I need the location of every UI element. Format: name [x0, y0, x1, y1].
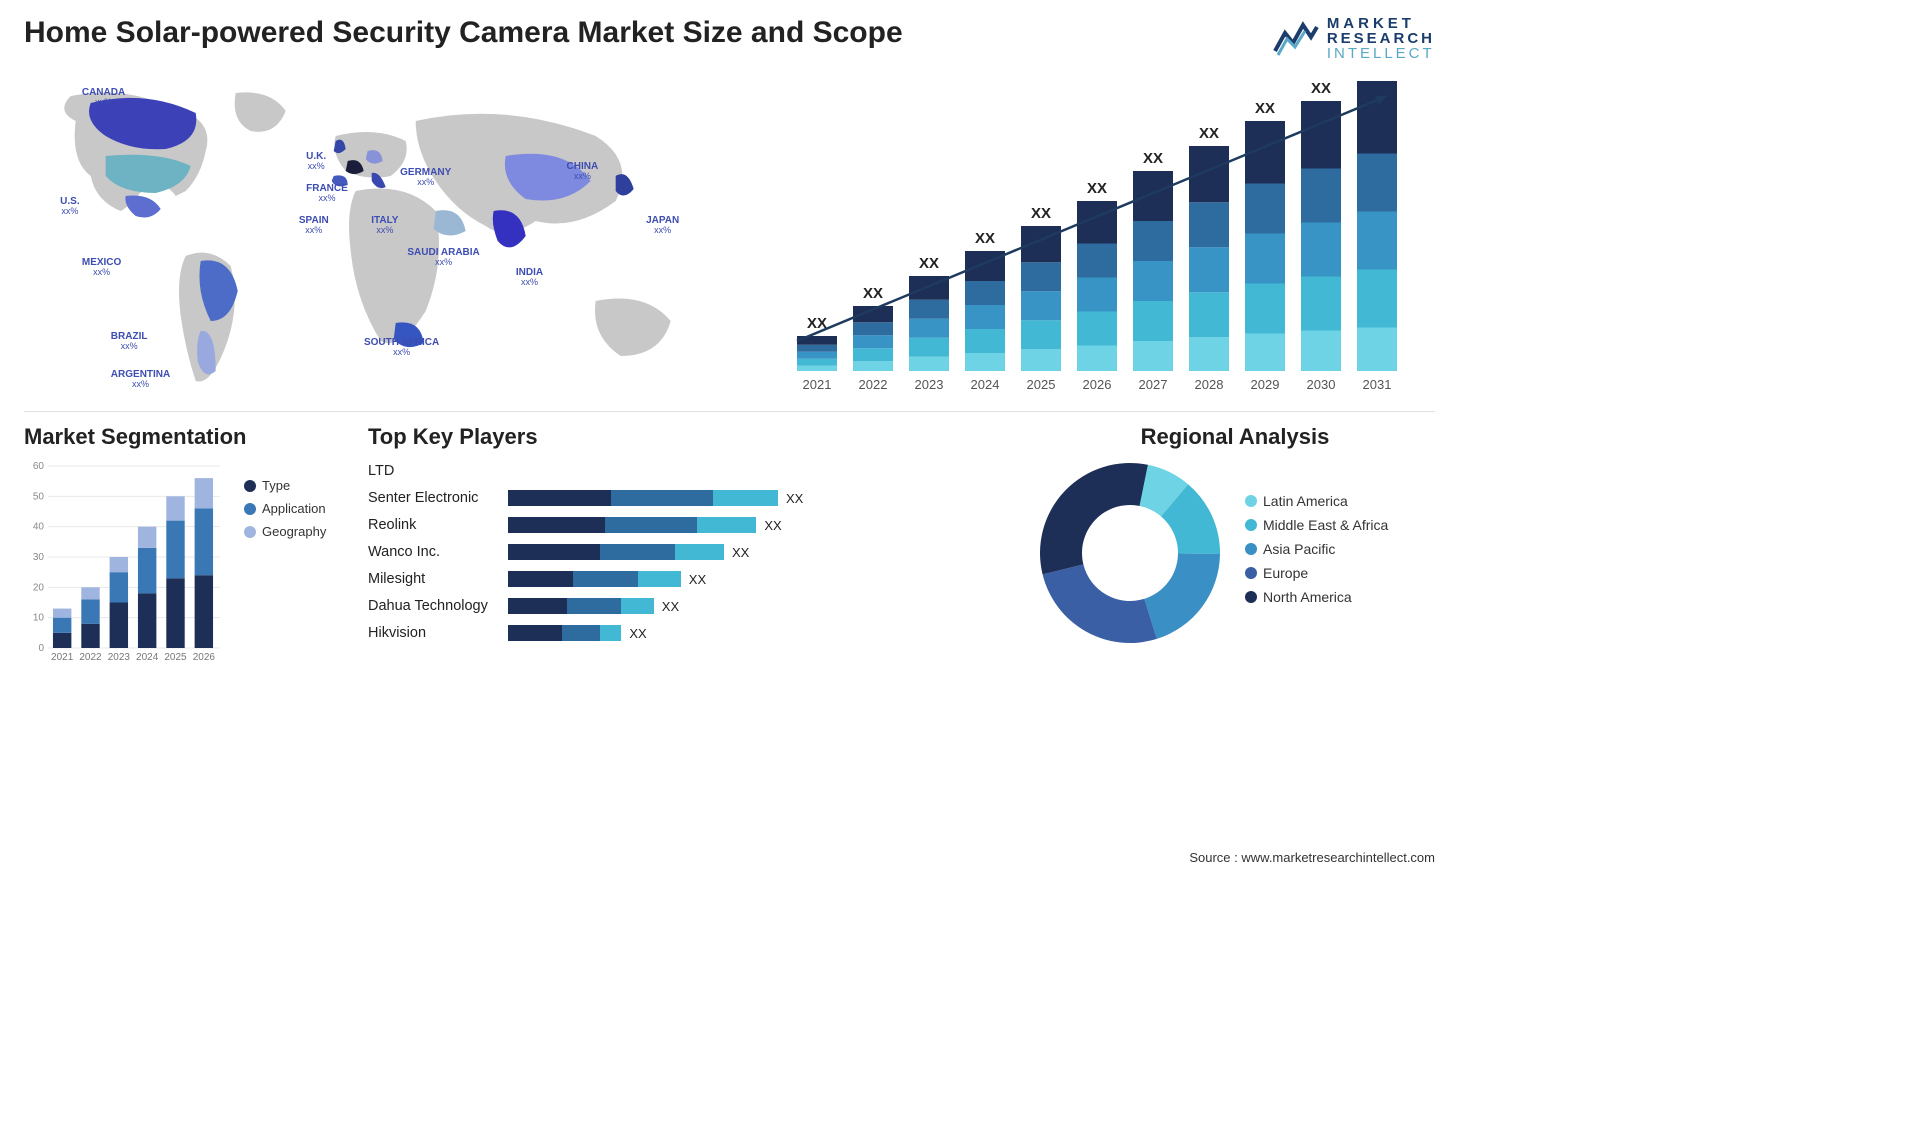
- svg-text:2025: 2025: [164, 652, 187, 663]
- player-name: LTD: [368, 463, 508, 479]
- svg-text:XX: XX: [1087, 180, 1107, 197]
- segmentation-title: Market Segmentation: [24, 424, 344, 450]
- segmentation-panel: Market Segmentation 0 10 20 30 40 50 60 2021 202…: [24, 424, 344, 668]
- player-row: Reolink XX: [368, 512, 1011, 538]
- svg-text:XX: XX: [1143, 150, 1163, 167]
- legend-item: Geography: [244, 524, 344, 539]
- player-row: Dahua Technology XX: [368, 593, 1011, 619]
- svg-text:XX: XX: [1199, 125, 1219, 142]
- legend-item: Asia Pacific: [1245, 541, 1388, 557]
- segmentation-chart: 0 10 20 30 40 50 60 2021 2022 2023 2024 2025 2026: [24, 458, 234, 668]
- player-name: Milesight: [368, 571, 508, 587]
- svg-text:2031: 2031: [1363, 377, 1392, 392]
- country-label: MEXICOxx%: [82, 257, 121, 278]
- svg-text:2021: 2021: [803, 377, 832, 392]
- key-players-panel: Top Key Players LTDSenter ElectronicXXRe…: [368, 424, 1011, 668]
- country-label: SAUDI ARABIAxx%: [407, 247, 479, 268]
- legend-item: Middle East & Africa: [1245, 517, 1388, 533]
- svg-text:XX: XX: [1255, 100, 1275, 117]
- logo-icon: [1273, 19, 1319, 59]
- country-label: FRANCExx%: [306, 183, 348, 204]
- svg-text:XX: XX: [1031, 205, 1051, 222]
- svg-text:2027: 2027: [1139, 377, 1168, 392]
- svg-text:20: 20: [33, 582, 45, 593]
- regional-donut: [1035, 458, 1225, 648]
- player-row: Wanco Inc. XX: [368, 539, 1011, 565]
- player-row: Hikvision XX: [368, 620, 1011, 646]
- svg-text:2026: 2026: [193, 652, 216, 663]
- player-value: XX: [786, 491, 803, 506]
- legend-item: North America: [1245, 589, 1388, 605]
- player-name: Reolink: [368, 517, 508, 533]
- svg-text:2023: 2023: [915, 377, 944, 392]
- country-label: U.S.xx%: [60, 196, 79, 217]
- svg-text:30: 30: [33, 552, 45, 563]
- brand-logo: MARKET RESEARCH INTELLECT: [1273, 16, 1435, 61]
- logo-line2: RESEARCH: [1327, 31, 1435, 46]
- player-value: XX: [732, 545, 749, 560]
- svg-text:2024: 2024: [136, 652, 159, 663]
- svg-text:0: 0: [38, 643, 44, 654]
- player-row: LTD: [368, 458, 1011, 484]
- player-value: XX: [764, 518, 781, 533]
- svg-text:2022: 2022: [859, 377, 888, 392]
- svg-text:XX: XX: [919, 255, 939, 272]
- player-name: Dahua Technology: [368, 598, 508, 614]
- regional-panel: Regional Analysis Latin America Middle Ea…: [1035, 424, 1435, 668]
- regional-legend: Latin America Middle East & Africa Asia Pa…: [1245, 493, 1388, 613]
- player-value: XX: [689, 572, 706, 587]
- main-chart-svg: XX 2021 XX 2022 XX 2023 XX 2024 XX 2025 XX 2026 XX 20…: [777, 81, 1417, 401]
- country-label: SOUTH AFRICAxx%: [364, 337, 439, 358]
- logo-line3: INTELLECT: [1327, 46, 1435, 61]
- legend-item: Latin America: [1245, 493, 1388, 509]
- svg-text:2026: 2026: [1083, 377, 1112, 392]
- svg-text:XX: XX: [975, 230, 995, 247]
- svg-text:2028: 2028: [1195, 377, 1224, 392]
- player-name: Senter Electronic: [368, 490, 508, 506]
- legend-item: Europe: [1245, 565, 1388, 581]
- divider: [24, 411, 1435, 412]
- country-label: CANADAxx%: [82, 87, 125, 108]
- svg-text:10: 10: [33, 613, 45, 624]
- world-map-panel: CANADAxx% U.S.xx% MEXICOxx% BRAZILxx% ARGENT…: [24, 81, 747, 401]
- svg-text:2024: 2024: [971, 377, 1000, 392]
- source-text: Source : www.marketresearchintellect.com: [1189, 850, 1435, 865]
- players-list: LTDSenter ElectronicXXReolinkXXWanco Inc…: [368, 458, 1011, 646]
- regional-title: Regional Analysis: [1035, 424, 1435, 450]
- svg-text:2025: 2025: [1027, 377, 1056, 392]
- svg-text:2030: 2030: [1307, 377, 1336, 392]
- country-label: GERMANYxx%: [400, 167, 451, 188]
- player-row: Senter Electronic XX: [368, 485, 1011, 511]
- player-value: XX: [629, 626, 646, 641]
- legend-item: Type: [244, 478, 344, 493]
- svg-text:50: 50: [33, 491, 45, 502]
- legend-item: Application: [244, 501, 344, 516]
- svg-text:XX: XX: [1311, 81, 1331, 97]
- svg-text:2021: 2021: [51, 652, 74, 663]
- country-label: BRAZILxx%: [111, 331, 148, 352]
- svg-text:2022: 2022: [79, 652, 102, 663]
- country-label: ITALYxx%: [371, 215, 398, 236]
- player-row: Milesight XX: [368, 566, 1011, 592]
- page-title: Home Solar-powered Security Camera Marke…: [24, 16, 903, 50]
- svg-text:2029: 2029: [1251, 377, 1280, 392]
- country-label: U.K.xx%: [306, 151, 326, 172]
- svg-text:2023: 2023: [108, 652, 131, 663]
- players-title: Top Key Players: [368, 424, 1011, 450]
- country-label: CHINAxx%: [567, 161, 599, 182]
- player-value: XX: [662, 599, 679, 614]
- svg-text:XX: XX: [863, 285, 883, 302]
- country-label: ARGENTINAxx%: [111, 369, 170, 390]
- player-name: Wanco Inc.: [368, 544, 508, 560]
- country-label: SPAINxx%: [299, 215, 329, 236]
- country-label: INDIAxx%: [516, 267, 543, 288]
- logo-line1: MARKET: [1327, 16, 1435, 31]
- main-bar-chart: XX 2021 XX 2022 XX 2023 XX 2024 XX 2025 XX 2026 XX 20…: [777, 81, 1435, 401]
- country-label: JAPANxx%: [646, 215, 679, 236]
- segmentation-legend: Type Application Geography: [244, 458, 344, 668]
- player-name: Hikvision: [368, 625, 508, 641]
- svg-text:40: 40: [33, 522, 45, 533]
- svg-text:60: 60: [33, 461, 45, 472]
